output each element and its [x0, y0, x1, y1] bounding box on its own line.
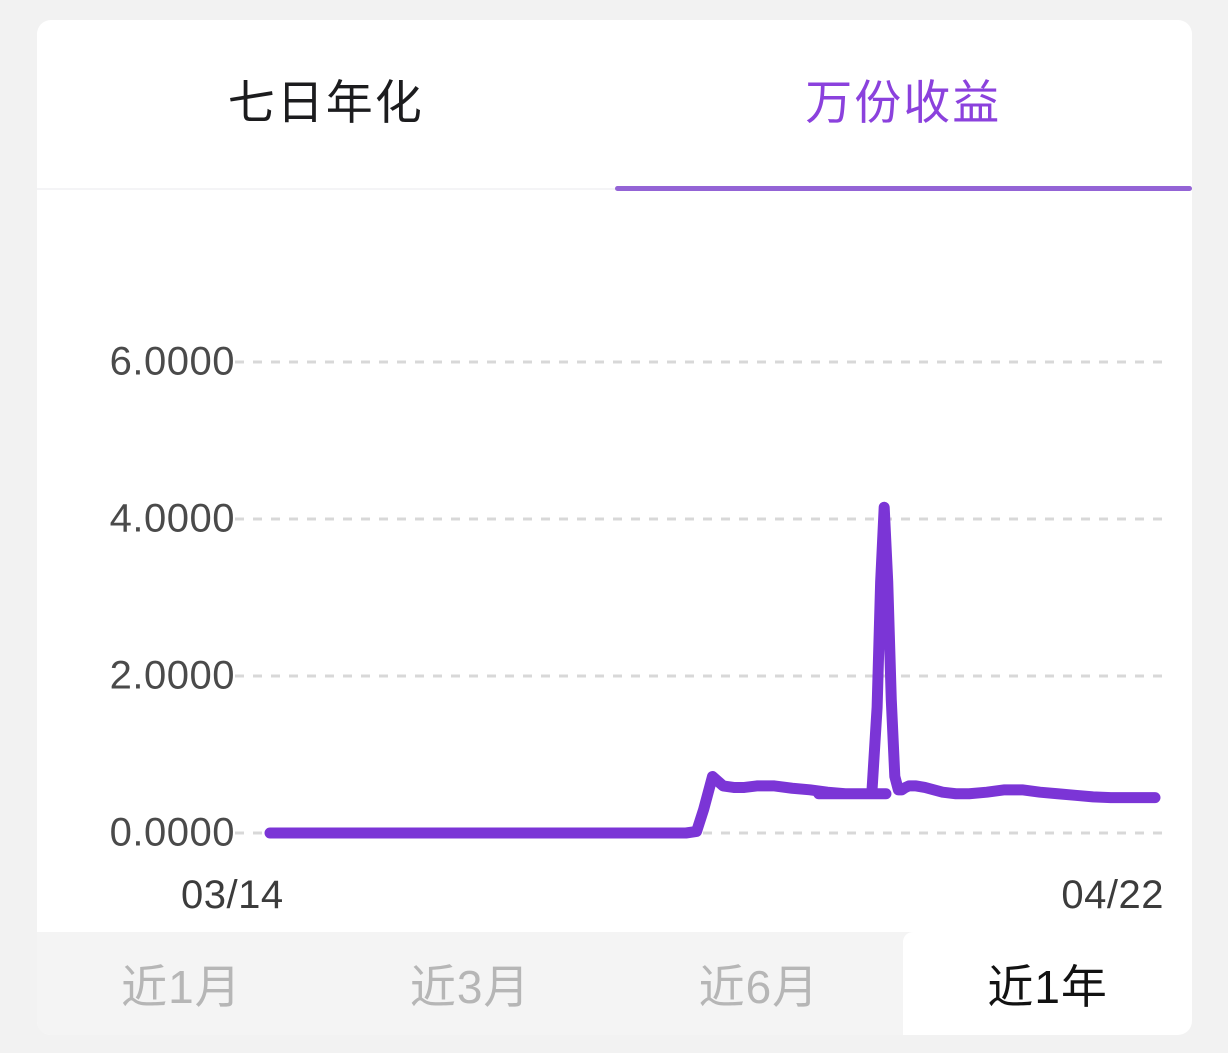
tabbar-divider [37, 188, 1192, 190]
y-axis-tick-label: 6.0000 [109, 339, 235, 384]
gridlines [235, 360, 1162, 835]
active-tab-underline [615, 186, 1192, 191]
period-3-months[interactable]: 近3月 [326, 932, 615, 1035]
y-axis-tick-label: 0.0000 [109, 810, 235, 855]
tab-seven-day-annualized[interactable]: 七日年化 [37, 20, 615, 190]
period-1-year[interactable]: 近1年 [903, 932, 1192, 1035]
period-label: 近1年 [987, 960, 1108, 1013]
tab-label: 万份收益 [805, 75, 1002, 129]
period-label: 近3月 [409, 960, 531, 1013]
earnings-chart-card: 七日年化 万份收益 6.0000 4.0000 2.0000 0.0000 03… [37, 20, 1192, 1035]
period-label: 近1月 [121, 960, 242, 1013]
x-axis-end-label: 04/22 [1061, 873, 1164, 917]
period-6-months[interactable]: 近6月 [615, 932, 904, 1035]
y-axis-labels: 6.0000 4.0000 2.0000 0.0000 [67, 191, 235, 932]
series-group [264, 501, 1161, 839]
y-axis-tick-label: 4.0000 [109, 496, 235, 541]
earnings-line-chart [235, 360, 1162, 839]
period-selector: 近1月 近3月 近6月 近1年 [37, 932, 1192, 1035]
y-axis-tick-label: 2.0000 [109, 653, 235, 698]
metric-tabs: 七日年化 万份收益 [37, 20, 1192, 190]
period-1-month[interactable]: 近1月 [37, 932, 326, 1035]
period-label: 近6月 [698, 960, 820, 1013]
tab-ten-thousand-share-earnings[interactable]: 万份收益 [615, 20, 1193, 190]
x-axis-start-label: 03/14 [181, 873, 284, 917]
chart-area: 6.0000 4.0000 2.0000 0.0000 03/14 04/22 [37, 191, 1192, 932]
tab-label: 七日年化 [227, 75, 424, 129]
